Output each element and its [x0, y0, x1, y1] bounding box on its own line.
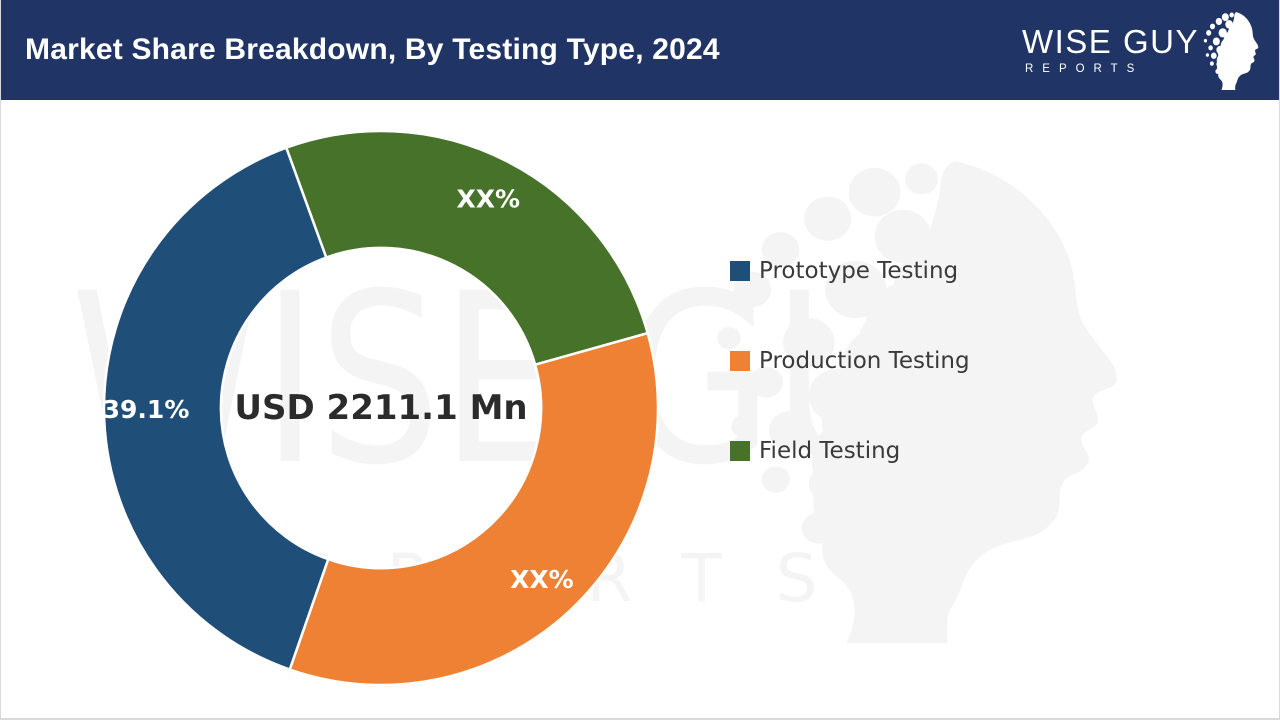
logo-subtitle: REPORTS: [1024, 63, 1144, 75]
legend-swatch: [730, 441, 750, 461]
donut-segment-production-testing: [288, 331, 660, 687]
legend-label: Field Testing: [759, 437, 901, 464]
logo-head-icon: [1203, 12, 1259, 90]
legend-swatch: [730, 261, 750, 281]
legend-item-prototype-testing: Prototype Testing: [730, 256, 970, 286]
legend-label: Prototype Testing: [759, 257, 959, 284]
donut-segment-label: 39.1%: [103, 395, 190, 424]
header: Market Share Breakdown, By Testing Type,…: [1, 0, 1279, 100]
legend-swatch: [730, 351, 750, 371]
donut-chart: XX% XX% 39.1% USD 2211.1 Mn: [102, 129, 660, 687]
wise-guy-logo: WISE GUY REPORTS: [1022, 10, 1265, 90]
donut-segment-label: XX%: [456, 184, 520, 213]
logo-text: WISE GUY REPORTS: [1022, 25, 1199, 75]
page-title: Market Share Breakdown, By Testing Type,…: [25, 33, 720, 66]
donut-segment-prototype-testing: [102, 146, 330, 672]
logo-name: WISE GUY: [1021, 23, 1199, 60]
legend-item-production-testing: Production Testing: [730, 346, 970, 376]
donut-segment-field-testing: [284, 129, 650, 367]
chart-legend: Prototype Testing Production Testing Field…: [730, 256, 970, 526]
legend-item-field-testing: Field Testing: [730, 436, 970, 466]
donut-segment-label: XX%: [510, 565, 574, 594]
legend-label: Production Testing: [759, 347, 970, 374]
donut-center-value: USD 2211.1 Mn: [234, 388, 527, 428]
